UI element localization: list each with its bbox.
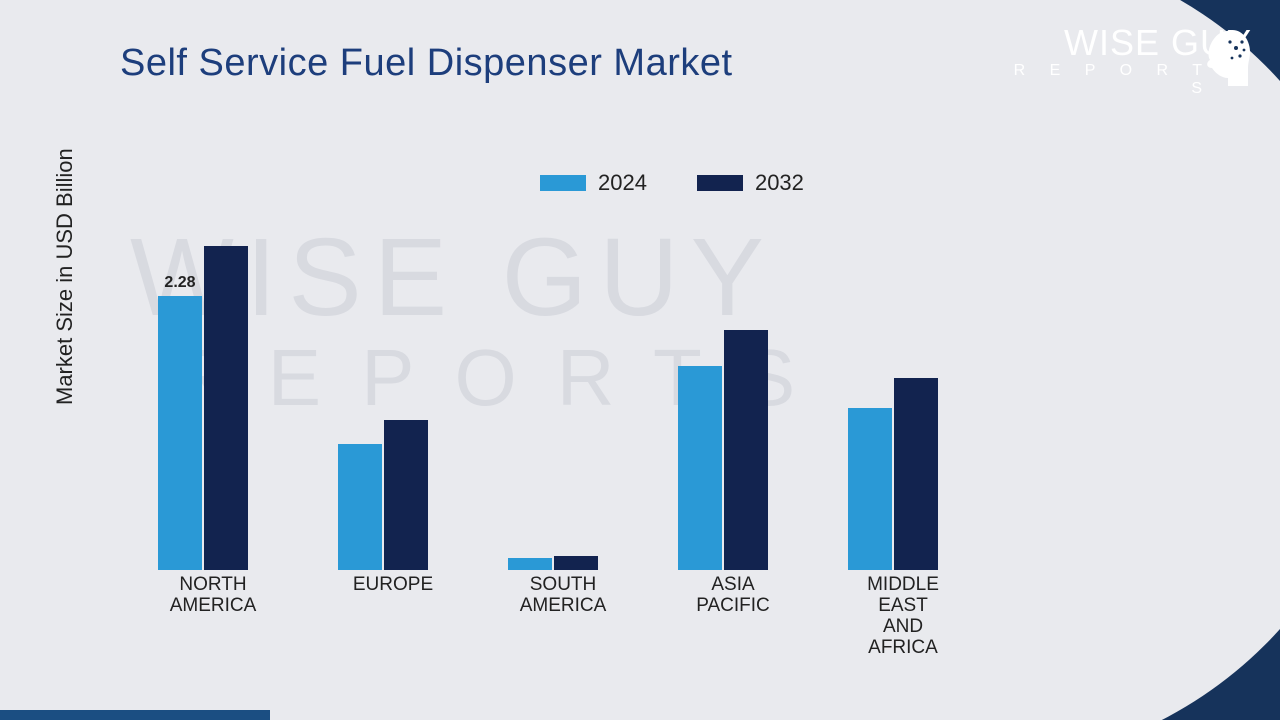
bar bbox=[508, 558, 552, 570]
bar-value-label: 2.28 bbox=[150, 274, 210, 292]
bar bbox=[554, 556, 598, 570]
category-label: ASIAPACIFIC bbox=[658, 575, 808, 617]
bar bbox=[384, 420, 428, 570]
bar-chart: Market Size in USD Billion 2.28 NORTHAME… bbox=[100, 210, 1000, 650]
legend-swatch-2024 bbox=[540, 175, 586, 191]
bar bbox=[848, 408, 892, 570]
bar bbox=[678, 366, 722, 570]
category-label: MIDDLEEASTANDAFRICA bbox=[828, 575, 978, 659]
category-labels: NORTHAMERICA EUROPE SOUTHAMERICA ASIAPACIFI… bbox=[128, 575, 998, 675]
chart-title: Self Service Fuel Dispenser Market bbox=[120, 42, 733, 85]
head-silhouette-icon bbox=[1204, 28, 1252, 88]
category-label: NORTHAMERICA bbox=[138, 575, 288, 617]
y-axis-label: Market Size in USD Billion bbox=[52, 148, 78, 405]
legend-label-2024: 2024 bbox=[598, 170, 647, 196]
brand-logo: WISE GUY R E P O R T S bbox=[1002, 22, 1252, 112]
category-label: SOUTHAMERICA bbox=[488, 575, 638, 617]
bar bbox=[894, 378, 938, 570]
legend-item-2024: 2024 bbox=[540, 170, 647, 196]
legend-label-2032: 2032 bbox=[755, 170, 804, 196]
bottom-accent-bar bbox=[0, 710, 270, 720]
legend-item-2032: 2032 bbox=[697, 170, 804, 196]
plot-area: 2.28 bbox=[128, 210, 998, 570]
bar bbox=[158, 296, 202, 570]
legend: 2024 2032 bbox=[540, 170, 804, 196]
legend-swatch-2032 bbox=[697, 175, 743, 191]
bar bbox=[204, 246, 248, 570]
bar bbox=[724, 330, 768, 570]
bar bbox=[338, 444, 382, 570]
infographic-canvas: WISE GUY REPORTS Self Service Fuel Dispe… bbox=[0, 0, 1280, 720]
category-label: EUROPE bbox=[318, 575, 468, 596]
